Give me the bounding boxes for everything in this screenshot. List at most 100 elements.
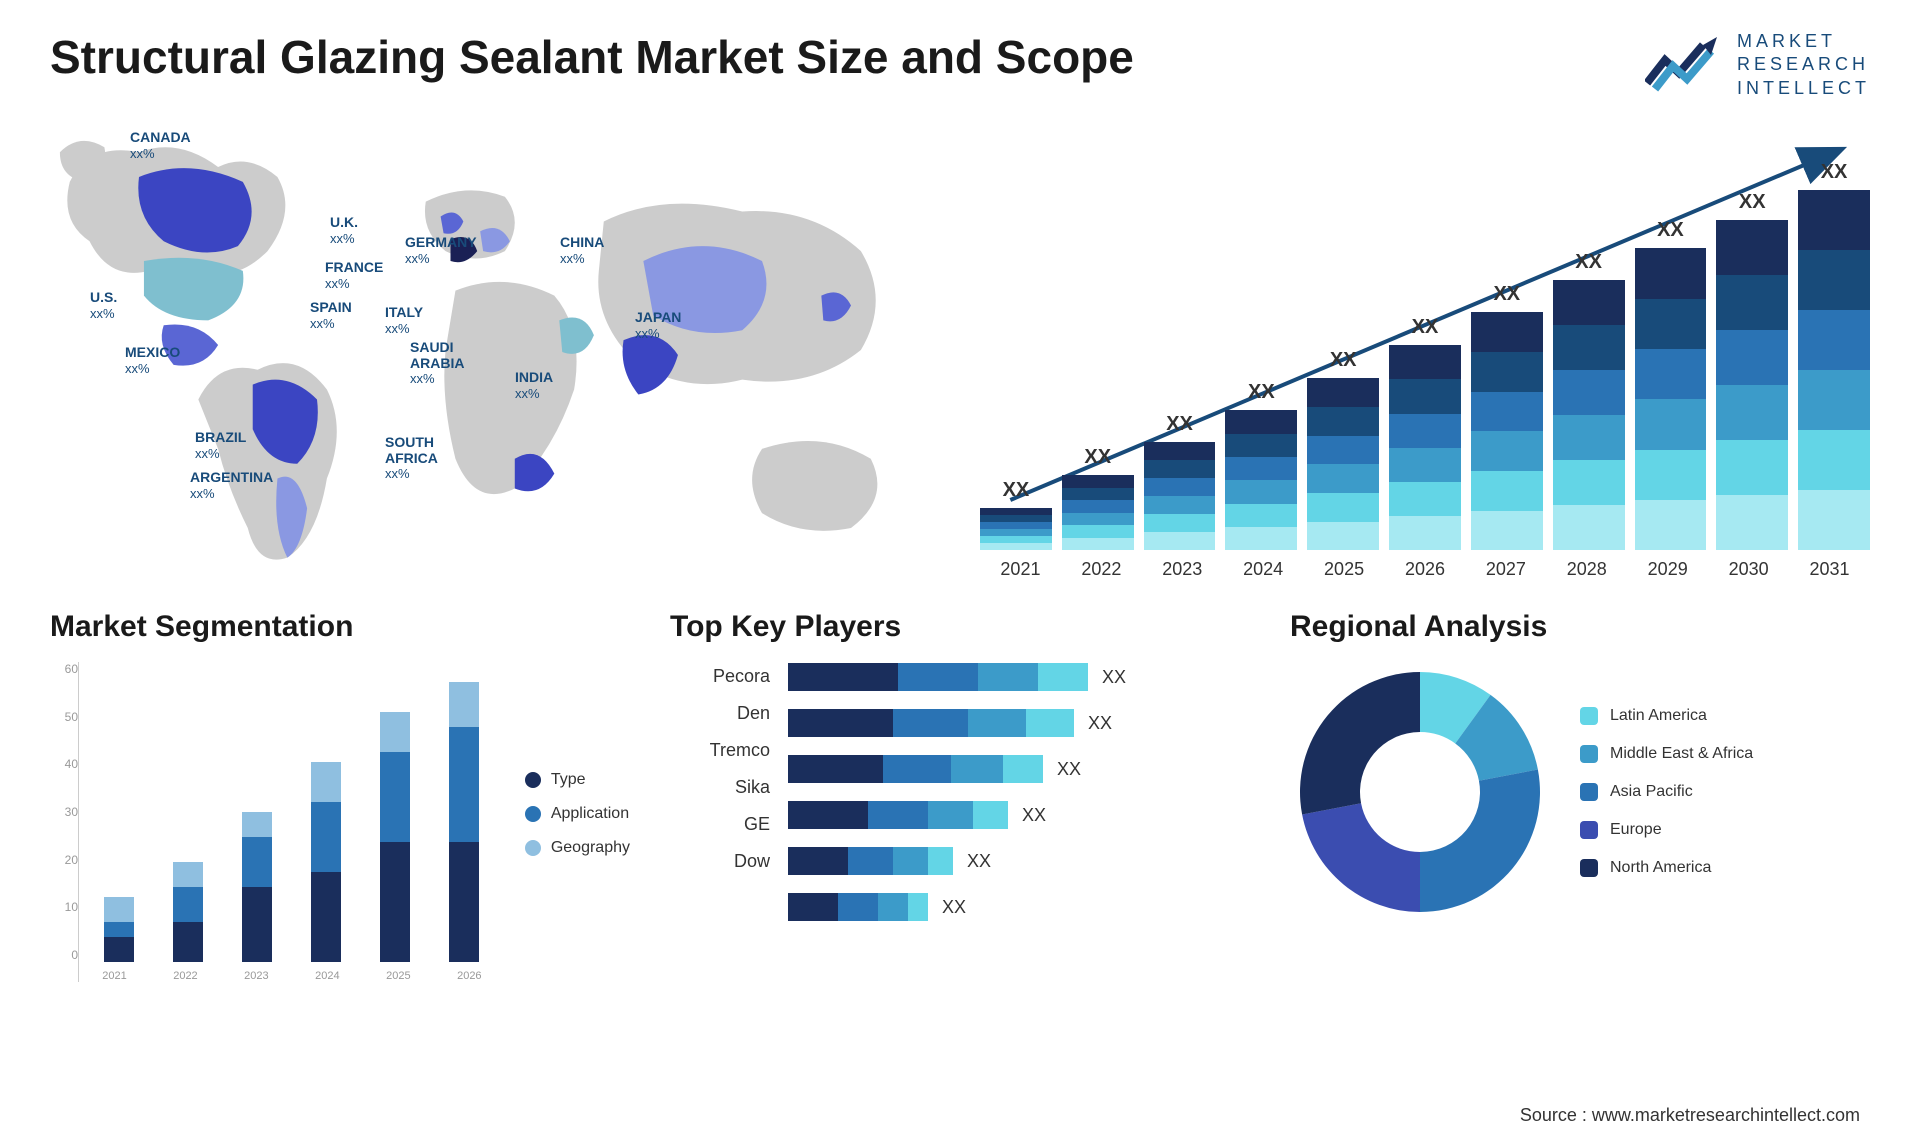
- player-row: XX: [788, 754, 1250, 784]
- growth-bar: XX: [980, 479, 1052, 550]
- player-bar: [788, 847, 953, 875]
- logo-line1: MARKET: [1737, 30, 1870, 53]
- seg-y-tick: 60: [65, 662, 78, 676]
- seg-x-label: 2022: [173, 970, 197, 982]
- seg-x-label: 2025: [386, 970, 410, 982]
- growth-bar: XX: [1389, 316, 1461, 550]
- growth-bar-label: XX: [1248, 381, 1275, 404]
- swatch-icon: [1580, 707, 1598, 725]
- map-label: ITALYxx%: [385, 305, 423, 336]
- growth-bar-label: XX: [1657, 219, 1684, 242]
- swatch-icon: [1580, 783, 1598, 801]
- swatch-icon: [525, 806, 541, 822]
- seg-y-tick: 40: [65, 757, 78, 771]
- players-title: Top Key Players: [670, 610, 1250, 644]
- seg-bar: [380, 712, 410, 962]
- players-bars: XX XX XX XX XX XX: [788, 662, 1250, 922]
- growth-bar-stack: [1553, 280, 1625, 550]
- seg-y-tick: 0: [71, 948, 78, 962]
- growth-bar-label: XX: [1412, 316, 1439, 339]
- source-text: Source : www.marketresearchintellect.com: [1520, 1105, 1860, 1126]
- growth-bar-stack: [980, 508, 1052, 550]
- segmentation-title: Market Segmentation: [50, 610, 630, 644]
- player-value: XX: [1057, 759, 1081, 780]
- growth-x-label: 2031: [1789, 559, 1870, 580]
- growth-x-label: 2021: [980, 559, 1061, 580]
- player-bar: [788, 709, 1074, 737]
- region-legend-label: Asia Pacific: [1610, 783, 1693, 801]
- growth-bar-stack: [1389, 345, 1461, 550]
- seg-x-label: 2023: [244, 970, 268, 982]
- seg-x-label: 2021: [102, 970, 126, 982]
- player-value: XX: [1022, 805, 1046, 826]
- growth-x-label: 2027: [1465, 559, 1546, 580]
- region-legend-item: North America: [1580, 859, 1753, 877]
- growth-bar: XX: [1471, 283, 1543, 550]
- seg-y-tick: 50: [65, 710, 78, 724]
- players-panel: Top Key Players PecoraDenTremcoSikaGEDow…: [670, 610, 1250, 982]
- logo-line2: RESEARCH: [1737, 53, 1870, 76]
- region-legend-item: Middle East & Africa: [1580, 745, 1753, 763]
- growth-bar-stack: [1471, 312, 1543, 550]
- player-bar: [788, 801, 1008, 829]
- seg-bar: [104, 897, 134, 962]
- seg-bar: [242, 812, 272, 962]
- swatch-icon: [525, 840, 541, 856]
- seg-legend-label: Type: [551, 771, 586, 789]
- map-label: MEXICOxx%: [125, 345, 180, 376]
- growth-bar: XX: [1798, 161, 1870, 550]
- growth-bar-stack: [1144, 442, 1216, 550]
- player-value: XX: [1088, 713, 1112, 734]
- regional-title: Regional Analysis: [1290, 610, 1870, 644]
- players-labels: PecoraDenTremcoSikaGEDow: [670, 662, 770, 922]
- top-row: CANADAxx%U.S.xx%MEXICOxx%BRAZILxx%ARGENT…: [50, 120, 1870, 580]
- map-label: U.K.xx%: [330, 215, 358, 246]
- region-legend-label: Europe: [1610, 821, 1662, 839]
- growth-bar-stack: [1062, 475, 1134, 550]
- growth-bar-label: XX: [1166, 413, 1193, 436]
- growth-x-label: 2022: [1061, 559, 1142, 580]
- seg-legend-item: Type: [525, 771, 630, 789]
- seg-bar: [173, 862, 203, 962]
- growth-bar-label: XX: [1821, 161, 1848, 184]
- swatch-icon: [1580, 745, 1598, 763]
- map-label: BRAZILxx%: [195, 430, 246, 461]
- region-legend-label: Middle East & Africa: [1610, 745, 1753, 763]
- growth-bar-label: XX: [1003, 479, 1030, 502]
- world-map-panel: CANADAxx%U.S.xx%MEXICOxx%BRAZILxx%ARGENT…: [50, 120, 940, 580]
- seg-bar: [449, 682, 479, 962]
- player-value: XX: [942, 897, 966, 918]
- player-value: XX: [1102, 667, 1126, 688]
- growth-bar-stack: [1635, 248, 1707, 550]
- growth-bar: XX: [1716, 191, 1788, 550]
- regional-donut-chart: [1290, 662, 1550, 922]
- player-bar: [788, 755, 1043, 783]
- growth-bar: XX: [1307, 349, 1379, 550]
- growth-x-label: 2025: [1304, 559, 1385, 580]
- seg-y-tick: 10: [65, 900, 78, 914]
- logo-text: MARKET RESEARCH INTELLECT: [1737, 30, 1870, 100]
- growth-bar: XX: [1225, 381, 1297, 550]
- region-legend-item: Latin America: [1580, 707, 1753, 725]
- map-label: CHINAxx%: [560, 235, 604, 266]
- swatch-icon: [1580, 821, 1598, 839]
- growth-bar: XX: [1144, 413, 1216, 550]
- logo-mark-icon: [1645, 35, 1725, 95]
- region-legend-label: Latin America: [1610, 707, 1707, 725]
- map-label: U.S.xx%: [90, 290, 117, 321]
- player-name: Pecora: [670, 666, 770, 687]
- donut-slice: [1300, 672, 1420, 814]
- seg-x-label: 2026: [457, 970, 481, 982]
- swatch-icon: [1580, 859, 1598, 877]
- map-label: SPAINxx%: [310, 300, 352, 331]
- player-row: XX: [788, 892, 1250, 922]
- seg-x-label: 2024: [315, 970, 339, 982]
- growth-bar-stack: [1798, 190, 1870, 550]
- player-value: XX: [967, 851, 991, 872]
- player-row: XX: [788, 662, 1250, 692]
- growth-x-label: 2030: [1708, 559, 1789, 580]
- seg-legend-label: Application: [551, 805, 629, 823]
- player-name: Tremco: [670, 740, 770, 761]
- donut-slice: [1420, 770, 1540, 912]
- growth-bar: XX: [1062, 446, 1134, 550]
